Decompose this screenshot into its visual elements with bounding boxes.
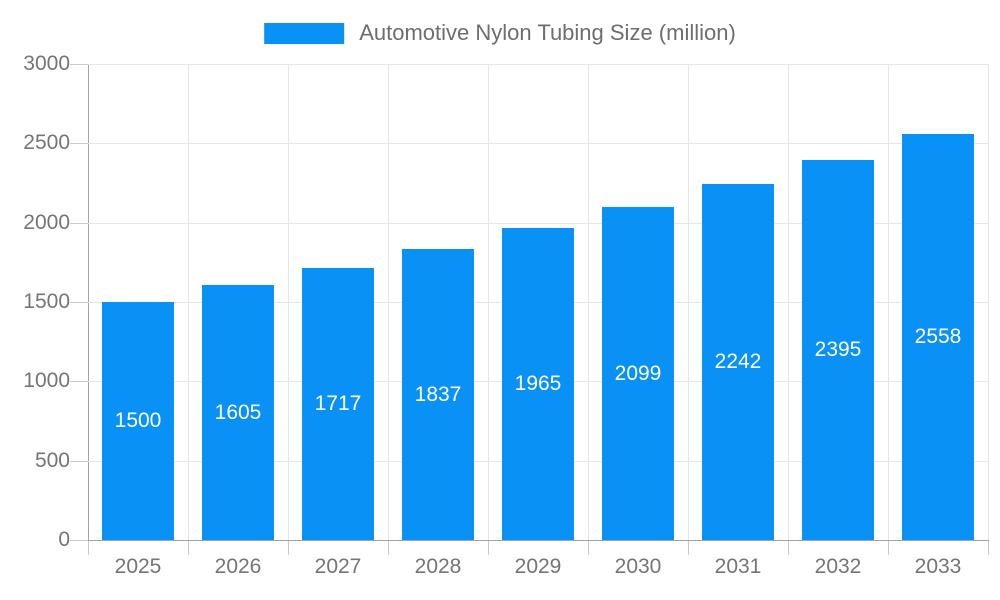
gridline-vertical bbox=[988, 64, 989, 540]
y-axis-tick-label: 1000 bbox=[23, 369, 70, 392]
gridline-horizontal bbox=[88, 222, 988, 224]
y-axis-tick-label: 500 bbox=[34, 449, 70, 472]
x-axis-tick-mark bbox=[888, 541, 889, 555]
x-axis-tick-label: 2025 bbox=[114, 555, 162, 578]
y-axis-tick-mark bbox=[70, 461, 88, 462]
x-axis-tick-label: 2032 bbox=[814, 555, 862, 578]
y-axis-tick-mark bbox=[70, 381, 88, 382]
x-axis-tick-label: 2026 bbox=[214, 555, 262, 578]
bar-value-label: 1605 bbox=[214, 400, 262, 424]
gridline-vertical bbox=[488, 64, 489, 540]
plot-area: 1500 1605 1717 1837 1965 2099 2242 2395 2558 bbox=[88, 64, 989, 540]
x-axis-tick-mark bbox=[488, 541, 489, 555]
y-axis-line bbox=[88, 64, 89, 554]
x-axis-tick-label: 2033 bbox=[914, 555, 962, 578]
bar-2028: 1837 bbox=[402, 249, 474, 540]
legend-series-label: Automotive Nylon Tubing Size (million) bbox=[359, 20, 736, 45]
x-axis-tick-mark bbox=[188, 541, 189, 555]
bar-2025: 1500 bbox=[102, 302, 174, 540]
y-axis-tick-mark bbox=[70, 64, 88, 65]
bar-2031: 2242 bbox=[702, 184, 774, 540]
gridline-vertical bbox=[588, 64, 589, 540]
bar-value-label: 1965 bbox=[514, 372, 562, 395]
y-axis-tick-mark bbox=[70, 302, 88, 303]
x-axis-tick-label: 2029 bbox=[514, 555, 562, 578]
x-axis-tick-mark bbox=[788, 541, 789, 555]
y-axis-tick-mark bbox=[70, 223, 88, 224]
bar-2033: 2558 bbox=[902, 134, 974, 540]
gridline-vertical bbox=[788, 64, 789, 540]
y-axis-tick-label: 2500 bbox=[23, 131, 70, 154]
y-axis-tick-mark bbox=[70, 143, 88, 144]
bar-value-label: 1717 bbox=[314, 392, 362, 415]
x-axis-tick-label: 2030 bbox=[614, 555, 662, 578]
gridline-vertical bbox=[388, 64, 389, 540]
y-axis-tick-label: 3000 bbox=[23, 52, 70, 75]
bar-value-label: 1837 bbox=[414, 382, 462, 406]
x-axis-tick-mark bbox=[588, 541, 589, 555]
legend-color-swatch bbox=[264, 22, 345, 44]
x-axis-tick-mark bbox=[988, 541, 989, 555]
x-axis-tick-mark bbox=[288, 541, 289, 555]
bar-value-label: 2558 bbox=[914, 325, 962, 348]
gridline-horizontal bbox=[88, 143, 988, 145]
x-axis-tick-mark bbox=[88, 541, 89, 555]
x-axis-tick-label: 2028 bbox=[414, 555, 462, 578]
gridline-vertical bbox=[688, 64, 689, 540]
x-axis-tick-label: 2027 bbox=[314, 555, 362, 578]
x-axis-tick-mark bbox=[688, 541, 689, 555]
bar-2027: 1717 bbox=[302, 268, 374, 540]
y-axis-tick-label: 1500 bbox=[23, 290, 70, 313]
bar-value-label: 2099 bbox=[614, 361, 662, 385]
y-axis-tick-mark bbox=[70, 540, 88, 541]
bar-2030: 2099 bbox=[602, 207, 674, 540]
bar-2026: 1605 bbox=[202, 285, 274, 540]
bar-value-label: 2395 bbox=[814, 338, 862, 361]
x-axis-tick-mark bbox=[388, 541, 389, 555]
x-axis-tick-label: 2031 bbox=[714, 555, 762, 578]
bar-value-label: 1500 bbox=[114, 409, 162, 432]
bar-2032: 2395 bbox=[802, 160, 874, 540]
y-axis-tick-label: 0 bbox=[58, 528, 70, 551]
y-axis-tick-label: 2000 bbox=[23, 211, 70, 234]
bar-2029: 1965 bbox=[502, 228, 574, 540]
legend-item[interactable]: Automotive Nylon Tubing Size (million) bbox=[264, 20, 736, 46]
gridline-vertical bbox=[888, 64, 889, 540]
gridline-vertical bbox=[188, 64, 189, 540]
bar-value-label: 2242 bbox=[714, 350, 762, 373]
x-axis-line bbox=[88, 540, 989, 541]
gridline-horizontal bbox=[88, 64, 988, 65]
gridline-vertical bbox=[288, 64, 289, 540]
